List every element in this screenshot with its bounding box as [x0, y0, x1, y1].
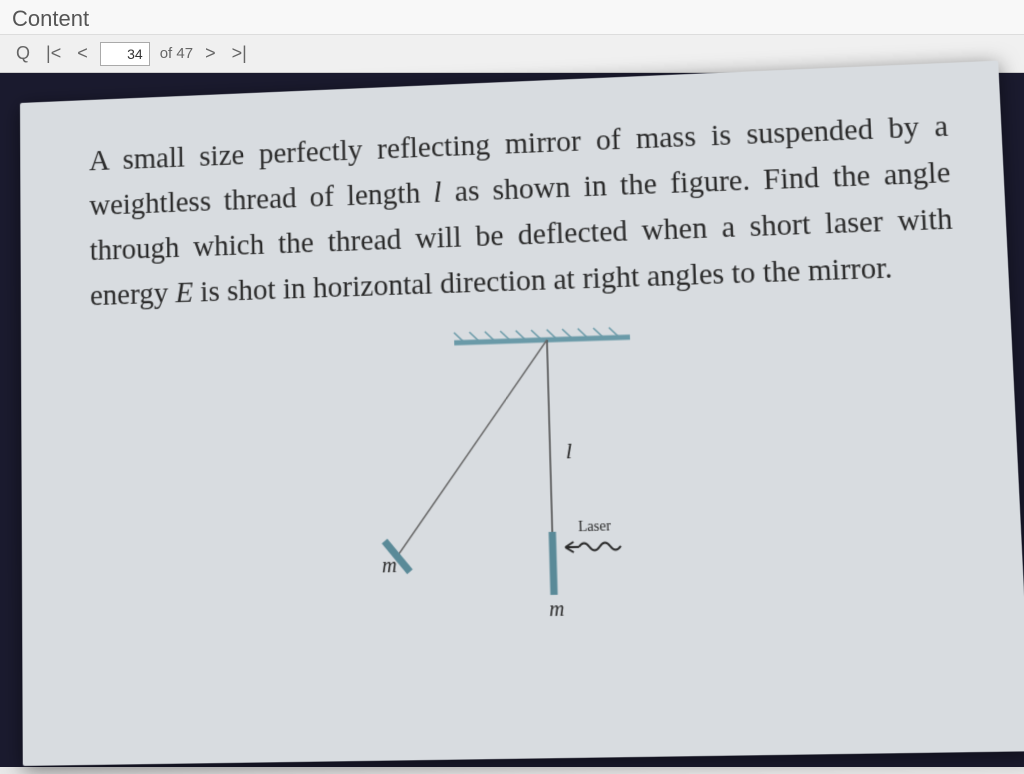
thread-vertical: [547, 340, 553, 563]
laser-arrow: [565, 540, 621, 552]
header: Content: [0, 0, 1024, 35]
diagram-svg: l m m Laser: [321, 319, 724, 631]
physics-diagram: l m m Laser: [90, 311, 970, 636]
content-area: A small size perfectly reflecting mirror…: [0, 73, 1024, 767]
label-m-vertical: m: [549, 598, 565, 622]
mirror-vertical: [552, 532, 554, 595]
text-line: angles to the mirror.: [646, 251, 893, 293]
thread-deflected: [393, 340, 553, 557]
variable-e: E: [175, 276, 193, 309]
last-page-icon[interactable]: >|: [228, 41, 251, 66]
search-icon[interactable]: Q: [12, 41, 34, 66]
next-page-icon[interactable]: >: [201, 41, 220, 66]
page-number-input[interactable]: [100, 42, 150, 66]
prev-page-icon[interactable]: <: [73, 41, 92, 66]
label-laser: Laser: [578, 519, 611, 536]
text-line: is shot in horizontal direction at right: [193, 260, 640, 308]
label-l: l: [565, 437, 572, 463]
page-total-label: of 47: [160, 45, 193, 62]
label-m-deflected: m: [382, 554, 397, 577]
page-title: Content: [12, 6, 1012, 32]
problem-text: A small size perfectly reflecting mirror…: [89, 104, 956, 319]
app-window: Content Q |< < of 47 > >| A small size p…: [0, 0, 1024, 774]
text-line: as shown in the figure. Find: [441, 161, 820, 208]
document-page: A small size perfectly reflecting mirror…: [20, 61, 1024, 766]
first-page-icon[interactable]: |<: [42, 41, 65, 66]
